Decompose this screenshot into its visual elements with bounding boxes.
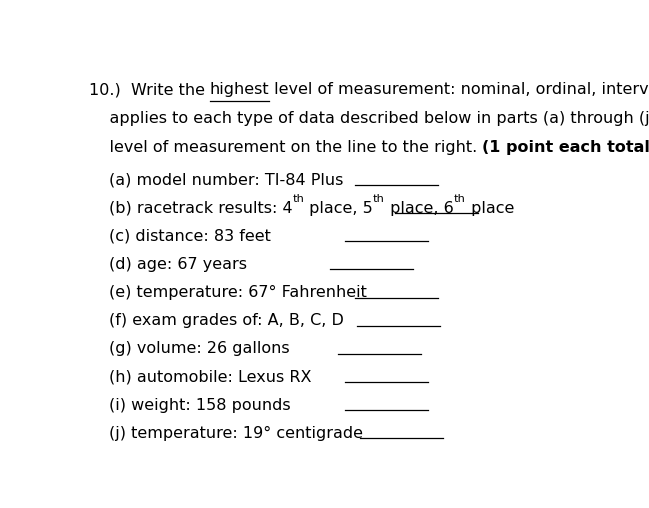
Text: th: th — [454, 194, 465, 204]
Text: (d) age: 67 years: (d) age: 67 years — [109, 257, 247, 272]
Text: (1 point each totaling 10 pts): (1 point each totaling 10 pts) — [482, 140, 649, 154]
Text: (h) automobile: Lexus RX: (h) automobile: Lexus RX — [109, 370, 312, 385]
Text: place, 5: place, 5 — [304, 201, 373, 215]
Text: th: th — [373, 194, 385, 204]
Text: place, 6: place, 6 — [385, 201, 454, 215]
Text: highest: highest — [210, 82, 269, 98]
Text: place: place — [465, 201, 514, 215]
Text: (a) model number: TI-84 Plus: (a) model number: TI-84 Plus — [109, 172, 343, 187]
Text: (b) racetrack results: 4: (b) racetrack results: 4 — [109, 201, 293, 215]
Text: level of measurement on the line to the right.: level of measurement on the line to the … — [89, 140, 482, 154]
Text: level of measurement: nominal, ordinal, interval, or ratio that: level of measurement: nominal, ordinal, … — [269, 82, 649, 98]
Text: applies to each type of data described below in parts (a) through (j). Write the: applies to each type of data described b… — [89, 111, 649, 126]
Text: (j) temperature: 19° centigrade: (j) temperature: 19° centigrade — [109, 426, 363, 441]
Text: 10.)  Write the: 10.) Write the — [89, 82, 210, 98]
Text: th: th — [293, 194, 304, 204]
Text: (e) temperature: 67° Fahrenheit: (e) temperature: 67° Fahrenheit — [109, 285, 367, 300]
Text: (i) weight: 158 pounds: (i) weight: 158 pounds — [109, 398, 290, 412]
Text: (g) volume: 26 gallons: (g) volume: 26 gallons — [109, 341, 289, 357]
Text: (f) exam grades of: A, B, C, D: (f) exam grades of: A, B, C, D — [109, 313, 344, 328]
Text: (c) distance: 83 feet: (c) distance: 83 feet — [109, 229, 271, 244]
